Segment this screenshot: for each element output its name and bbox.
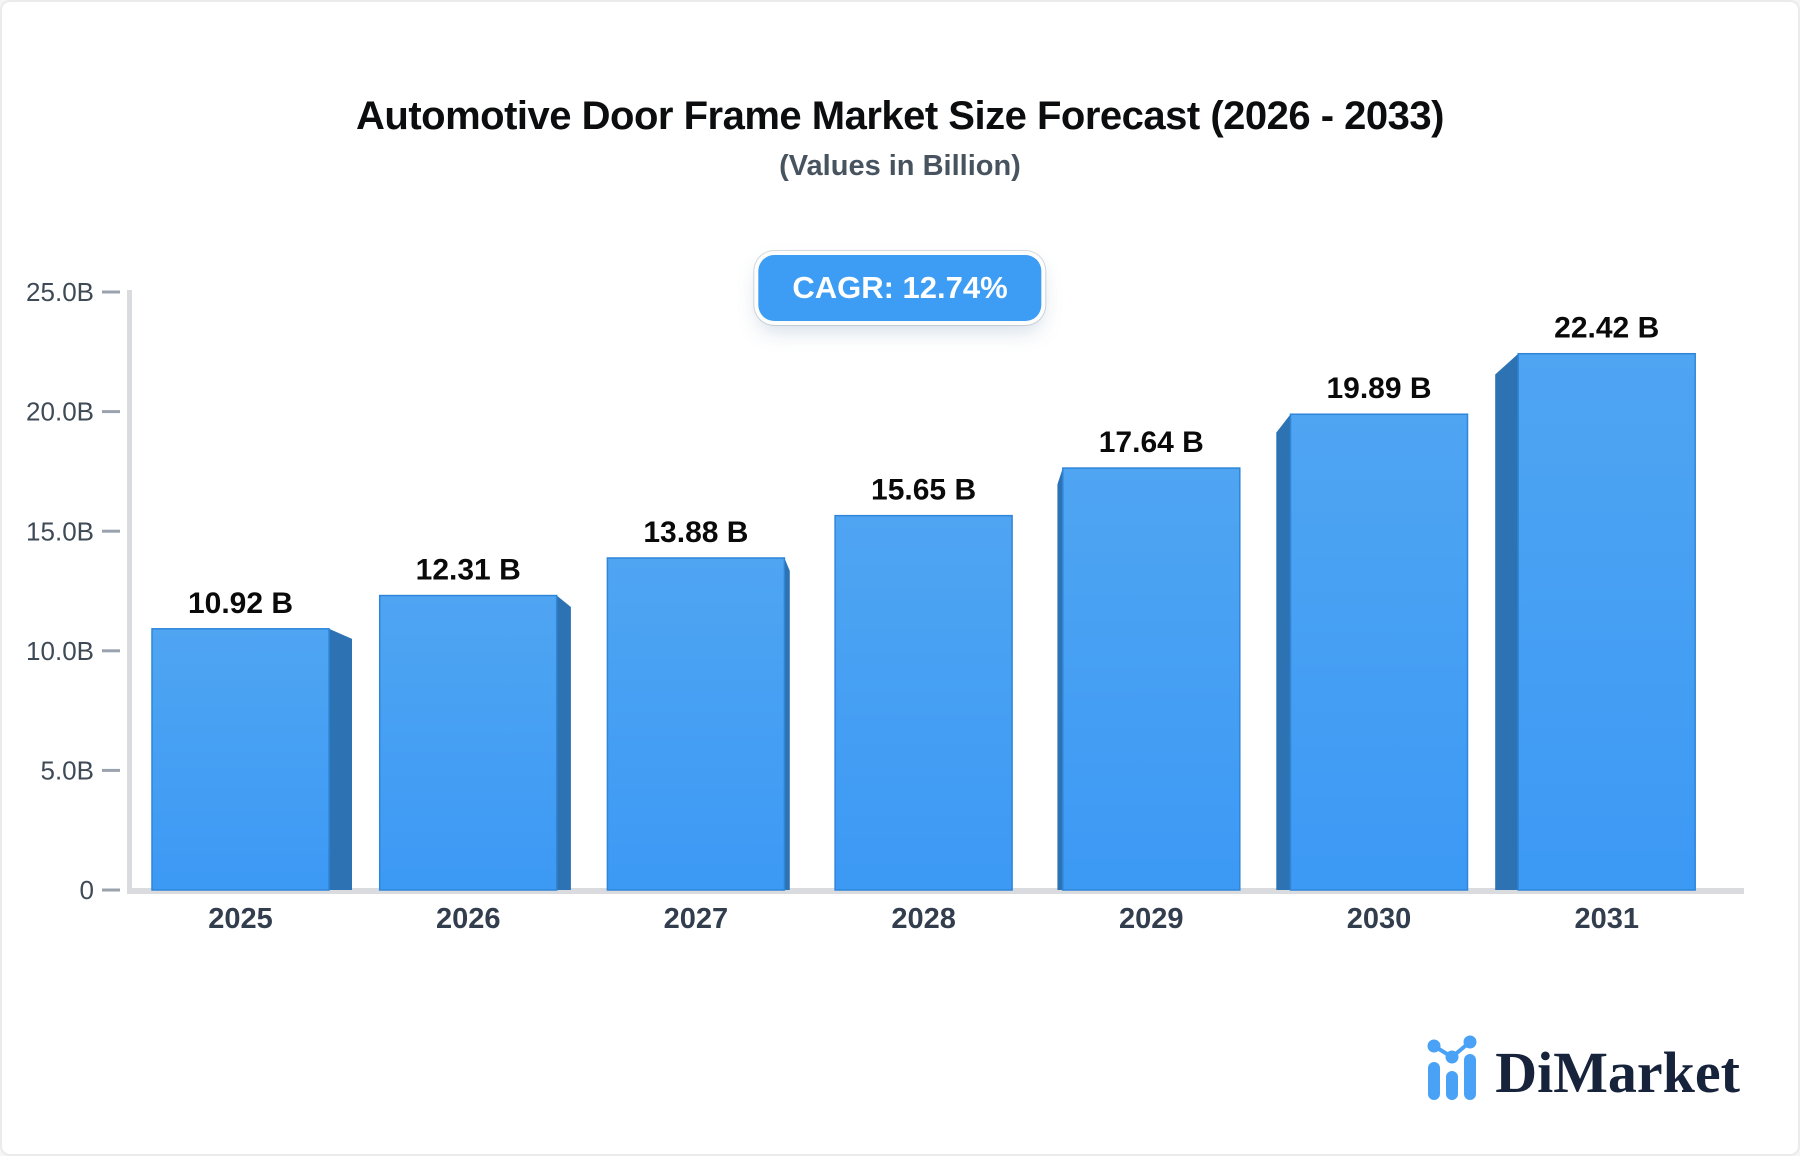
bar-value-label: 13.88 B xyxy=(643,516,748,549)
cagr-badge: CAGR: 12.74% xyxy=(758,255,1042,321)
chart-title: Automotive Door Frame Market Size Foreca… xyxy=(356,94,1444,138)
bar-front-face xyxy=(1517,352,1696,891)
x-category-label: 2025 xyxy=(208,903,273,935)
bar-front-face xyxy=(1062,467,1241,891)
y-tick xyxy=(102,888,120,892)
y-tick-label: 0 xyxy=(80,875,94,905)
bar-side-face xyxy=(556,595,571,890)
bar-chart-logo-icon xyxy=(1427,1035,1477,1100)
chart-subtitle: (Values in Billion) xyxy=(779,150,1021,182)
x-category-label: 2030 xyxy=(1347,903,1412,935)
y-tick-label: 25.0B xyxy=(26,277,94,307)
bar-2028[interactable]: 15.65 B 2028 xyxy=(834,474,1013,935)
x-category-label: 2029 xyxy=(1119,903,1184,935)
y-tick-label: 20.0B xyxy=(26,397,94,427)
bar-value-label: 15.65 B xyxy=(871,474,976,507)
bar-side-face xyxy=(1057,468,1063,890)
x-category-label: 2031 xyxy=(1574,903,1639,935)
bar-side-face xyxy=(1276,414,1291,890)
bar-2026[interactable]: 12.31 B 2026 xyxy=(378,554,571,935)
bar-value-label: 10.92 B xyxy=(188,587,293,620)
bar-side-face xyxy=(329,628,353,890)
brand-name: DiMarket xyxy=(1495,1040,1740,1105)
y-tick-label: 15.0B xyxy=(26,516,94,546)
bar-front-face xyxy=(1289,413,1469,891)
x-category-label: 2026 xyxy=(436,903,501,935)
bar-2027[interactable]: 13.88 B 2027 xyxy=(606,516,790,935)
bar-value-label: 22.42 B xyxy=(1554,312,1659,345)
y-tick xyxy=(102,768,120,772)
bar-side-face xyxy=(784,557,790,890)
bar-front-face xyxy=(378,594,558,891)
y-axis-line xyxy=(127,290,132,892)
y-tick xyxy=(102,529,120,533)
y-tick xyxy=(102,290,120,294)
x-axis-line xyxy=(127,888,1744,894)
bar-2029[interactable]: 17.64 B 2029 xyxy=(1057,426,1241,935)
brand-logo: DiMarket xyxy=(1425,1034,1740,1102)
bar-value-label: 12.31 B xyxy=(416,554,521,587)
bar-side-face xyxy=(1495,353,1519,890)
bar-value-label: 17.64 B xyxy=(1099,426,1204,459)
bar-front-face xyxy=(606,557,786,891)
bar-front-face xyxy=(151,628,330,891)
x-category-label: 2027 xyxy=(664,903,729,935)
bar-2025[interactable]: 10.92 B 2025 xyxy=(151,587,353,935)
x-category-label: 2028 xyxy=(891,903,956,935)
y-tick xyxy=(102,649,120,653)
bar-2031[interactable]: 22.42 B 2031 xyxy=(1495,312,1696,935)
bar-2030[interactable]: 19.89 B 2030 xyxy=(1276,372,1469,935)
y-tick-label: 5.0B xyxy=(41,756,95,786)
y-tick xyxy=(102,410,120,414)
bar-front-face xyxy=(834,514,1013,891)
bar-value-label: 19.89 B xyxy=(1326,372,1431,405)
y-tick-label: 10.0B xyxy=(26,636,94,666)
